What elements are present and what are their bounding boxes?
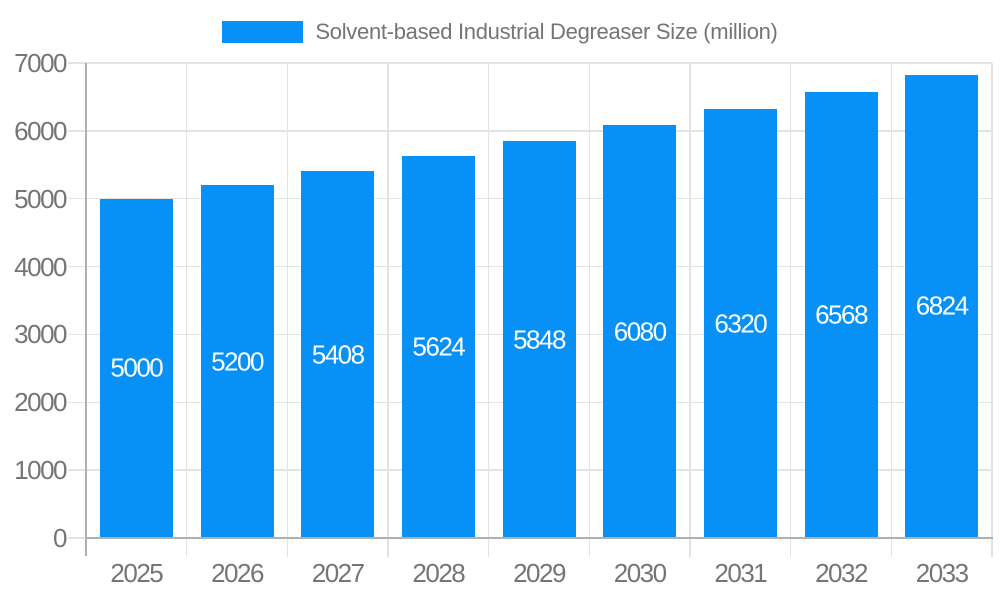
x-axis-tick — [890, 539, 893, 557]
x-axis-tick — [185, 539, 188, 557]
bar-value-label: 5200 — [211, 346, 264, 377]
gridline-vertical — [588, 63, 591, 538]
bar-value-label: 6824 — [915, 290, 969, 321]
bar-value-label: 5408 — [311, 339, 365, 370]
bar-value-label: 5848 — [513, 324, 566, 355]
gridline-horizontal — [86, 130, 992, 132]
bar-value-label: 5624 — [412, 331, 465, 362]
bar-2028[interactable]: 5624 — [401, 156, 475, 538]
y-axis-tick — [68, 401, 86, 404]
y-axis-label: 0 — [53, 523, 67, 553]
x-axis-line — [85, 537, 993, 539]
bar-2031[interactable]: 6320 — [703, 109, 777, 538]
gridline-vertical — [689, 63, 691, 538]
x-axis-label-2031: 2031 — [714, 558, 767, 588]
legend-label: Solvent-based Industrial Degreaser Size … — [315, 19, 778, 44]
x-axis-tick — [991, 539, 993, 557]
x-axis-tick — [588, 539, 591, 557]
y-axis-tick — [68, 265, 86, 268]
bar-2029[interactable]: 5848 — [502, 141, 576, 538]
plot-area: 5000 5200 5408 5624 5848 6080 6320 6568 6824 — [86, 62, 993, 538]
gridline-horizontal — [86, 62, 992, 64]
y-axis-label: 4000 — [14, 251, 67, 282]
y-axis-label: 6000 — [14, 115, 67, 146]
bar-2033[interactable]: 6824 — [905, 74, 979, 538]
x-axis-label-2028: 2028 — [412, 558, 465, 588]
x-axis-label-2033: 2033 — [915, 558, 969, 588]
x-axis-label-2030: 2030 — [613, 558, 667, 588]
x-axis-tick — [789, 539, 792, 557]
gridline-vertical — [387, 63, 389, 538]
y-axis-label: 7000 — [14, 48, 67, 78]
y-axis-tick — [68, 469, 86, 471]
y-axis-tick — [68, 333, 86, 336]
y-axis-line — [85, 63, 87, 556]
bar-value-label: 5000 — [110, 352, 163, 383]
x-axis-label-2032: 2032 — [815, 558, 868, 588]
bar-value-label: 6320 — [714, 308, 767, 339]
x-axis-tick — [487, 539, 490, 557]
gridline-vertical — [487, 63, 490, 538]
x-axis-label-2027: 2027 — [311, 558, 365, 588]
bar-2030[interactable]: 6080 — [603, 125, 677, 538]
y-axis-tick — [68, 197, 86, 200]
gridline-vertical — [185, 63, 188, 538]
y-axis-tick — [68, 130, 86, 132]
bar-2026[interactable]: 5200 — [200, 185, 274, 538]
bar-value-label: 6568 — [815, 299, 868, 330]
x-axis-tick — [689, 539, 691, 557]
y-axis-label: 5000 — [14, 183, 67, 214]
bar-2032[interactable]: 6568 — [804, 92, 878, 538]
x-axis-tick — [387, 539, 389, 557]
bar-2027[interactable]: 5408 — [301, 171, 375, 538]
y-axis-tick — [68, 62, 86, 64]
y-axis-label: 2000 — [14, 387, 67, 418]
gridline-vertical — [789, 63, 792, 538]
gridline-vertical — [991, 63, 993, 538]
x-axis-tick — [286, 539, 289, 557]
y-axis-tick — [68, 537, 86, 539]
x-axis-label-2025: 2025 — [110, 558, 163, 588]
x-axis-label-2029: 2029 — [513, 558, 566, 588]
y-axis-label: 1000 — [14, 455, 67, 486]
legend-swatch — [222, 21, 304, 43]
gridline-vertical — [286, 63, 289, 538]
x-axis-label-2026: 2026 — [211, 558, 264, 588]
gridline-vertical — [890, 63, 893, 538]
bar-value-label: 6080 — [613, 316, 667, 347]
y-axis-label: 3000 — [14, 319, 67, 350]
legend[interactable]: Solvent-based Industrial Degreaser Size … — [0, 21, 1000, 43]
bar-2025[interactable]: 5000 — [99, 198, 173, 538]
